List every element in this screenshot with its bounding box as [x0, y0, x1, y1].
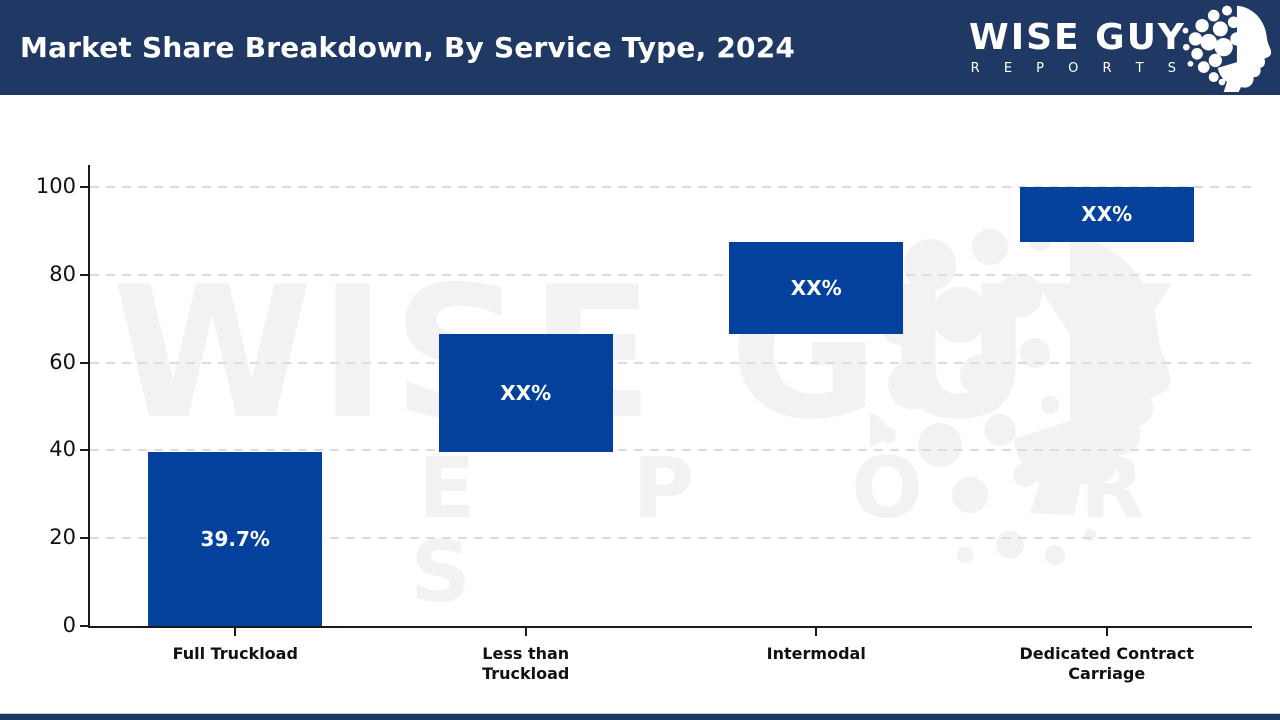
logo-wordmark: WISE GUY — [968, 17, 1186, 58]
x-category-label-line: Less than — [482, 644, 570, 663]
gridline-40 — [90, 449, 1252, 452]
gridline-20 — [90, 537, 1252, 540]
y-tick-label-0: 0 — [62, 613, 76, 637]
x-category-label-line: Dedicated Contract — [1019, 644, 1194, 663]
x-category-label-2: Intermodal — [671, 644, 962, 664]
x-tick-mark-2 — [815, 628, 818, 636]
logo-text: WISE GUY R E P O R T S — [967, 17, 1186, 76]
chart-title: Market Share Breakdown, By Service Type,… — [20, 31, 796, 64]
x-category-label-1: Less than Truckload — [381, 644, 672, 684]
logo-head-icon — [1182, 5, 1272, 92]
plot-area: 0 20 40 60 80 100 39.7% Full Truckload XX% Less t… — [36, 165, 1252, 683]
gridline-80 — [90, 273, 1252, 276]
bar-value-label: XX% — [790, 275, 842, 300]
watermark-head-icon — [870, 227, 1171, 565]
x-category-label-3: Dedicated Contract Carriage — [962, 644, 1253, 684]
y-tick-mark-60 — [80, 361, 88, 364]
header-bar: Market Share Breakdown, By Service Type,… — [0, 0, 1280, 95]
x-tick-mark-1 — [524, 628, 527, 636]
y-tick-label-40: 40 — [49, 437, 76, 462]
y-tick-mark-100 — [80, 185, 88, 188]
bar-value-label: 39.7% — [200, 526, 270, 551]
x-category-label-0: Full Truckload — [90, 644, 381, 664]
x-category-label-line: Full Truckload — [172, 644, 298, 663]
y-tick-label-20: 20 — [49, 525, 76, 550]
y-tick-mark-0 — [80, 625, 88, 627]
bar-dedicated-contract-carriage: XX% — [1019, 186, 1194, 242]
x-category-label-line: Truckload — [482, 664, 570, 683]
footer-bar — [0, 714, 1280, 720]
x-tick-mark-3 — [1105, 628, 1108, 636]
y-tick-label-100: 100 — [35, 173, 76, 198]
x-category-label-line: Intermodal — [766, 644, 866, 663]
x-category-label-line: Carriage — [1068, 664, 1146, 683]
y-tick-label-80: 80 — [49, 261, 76, 286]
y-tick-mark-40 — [80, 449, 88, 452]
x-axis-line — [88, 626, 1252, 628]
bar-full-truckload: 39.7% — [148, 451, 323, 626]
y-tick-mark-20 — [80, 537, 88, 540]
y-tick-label-60: 60 — [49, 349, 76, 374]
gridline-60 — [90, 361, 1252, 364]
gridline-100 — [90, 185, 1252, 188]
wiseguy-logo: WISE GUY R E P O R T S — [967, 4, 1272, 92]
x-tick-mark-0 — [234, 628, 237, 636]
bar-value-label: XX% — [500, 380, 552, 405]
bar-less-than-truckload: XX% — [438, 334, 613, 452]
logo-subtext: R E P O R T S — [970, 61, 1186, 76]
bar-intermodal: XX% — [729, 241, 904, 335]
y-axis-line — [88, 165, 90, 628]
footer-divider — [0, 713, 1280, 714]
bar-value-label: XX% — [1081, 202, 1133, 227]
y-tick-mark-80 — [80, 273, 88, 276]
watermark-wordmark: WISE GUY — [112, 247, 1177, 459]
